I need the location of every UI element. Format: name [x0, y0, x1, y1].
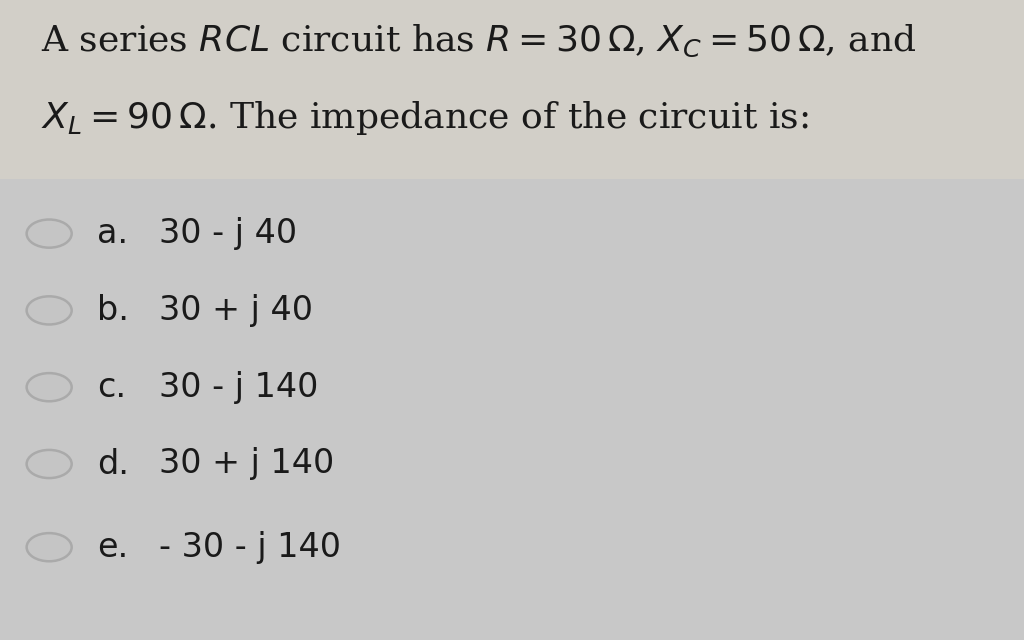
Text: b.: b. — [97, 294, 129, 327]
Text: 30 - j 40: 30 - j 40 — [159, 217, 297, 250]
Circle shape — [27, 296, 72, 324]
Circle shape — [27, 533, 72, 561]
Circle shape — [27, 373, 72, 401]
Text: 30 + j 140: 30 + j 140 — [159, 447, 334, 481]
Text: $X_L = 90\,\Omega$. The impedance of the circuit is:: $X_L = 90\,\Omega$. The impedance of the… — [41, 99, 809, 137]
Text: d.: d. — [97, 447, 129, 481]
Text: - 30 - j 140: - 30 - j 140 — [159, 531, 341, 564]
Text: A series $\mathit{RCL}$ circuit has $R = 30\,\Omega$, $X_C = 50\,\Omega$, and: A series $\mathit{RCL}$ circuit has $R =… — [41, 22, 916, 59]
FancyBboxPatch shape — [0, 0, 1024, 179]
Text: e.: e. — [97, 531, 129, 564]
Circle shape — [27, 450, 72, 478]
Text: c.: c. — [97, 371, 126, 404]
Text: 30 + j 40: 30 + j 40 — [159, 294, 312, 327]
Text: a.: a. — [97, 217, 128, 250]
Circle shape — [27, 220, 72, 248]
Text: 30 - j 140: 30 - j 140 — [159, 371, 318, 404]
